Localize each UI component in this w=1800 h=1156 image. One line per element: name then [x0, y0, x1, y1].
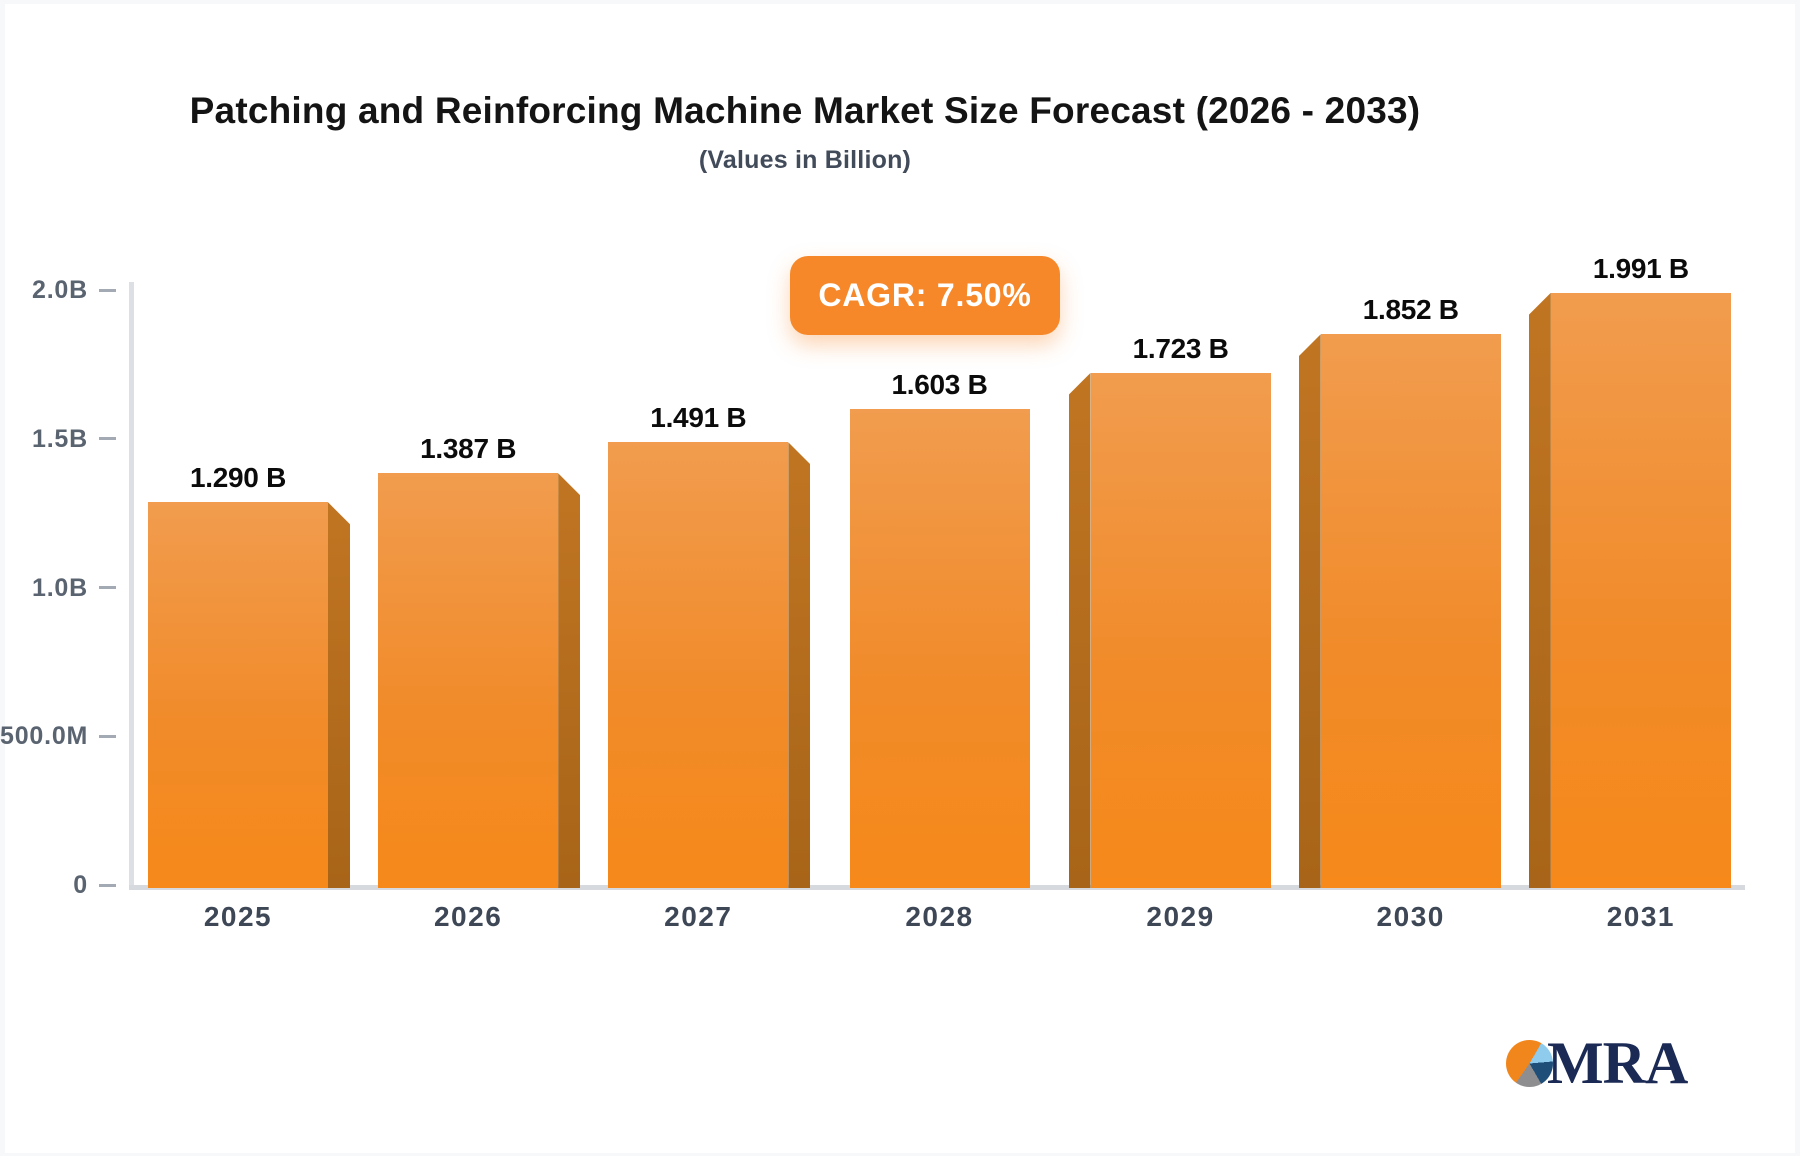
bar-side — [1298, 334, 1321, 888]
bar-value-label: 1.387 B — [420, 433, 517, 465]
bar-side — [558, 473, 581, 888]
chart-header: Patching and Reinforcing Machine Market … — [0, 90, 1610, 175]
bar-value-label: 1.723 B — [1132, 332, 1229, 364]
bar-2028 — [849, 408, 1030, 888]
bar-value-label: 1.491 B — [650, 402, 747, 434]
y-tick-label: 0 — [73, 871, 88, 899]
x-category-label: 2031 — [1606, 901, 1675, 932]
y-tick-label: 2.0B — [31, 276, 88, 304]
bar-value-label: 1.603 B — [891, 368, 988, 400]
y-tick-label: 1.5B — [31, 424, 88, 453]
y-tick-mark — [99, 437, 116, 441]
pie-chart-logo-icon — [1506, 1040, 1553, 1087]
page-title: Patching and Reinforcing Machine Market … — [189, 90, 1421, 131]
x-category-label: 2027 — [664, 901, 733, 932]
chart-subtitle: (Values in Billion) — [698, 146, 912, 174]
bar-side — [328, 502, 350, 888]
bar-2031 — [1550, 292, 1731, 888]
bar-value-label: 1.991 B — [1592, 252, 1689, 284]
y-tick-mark — [99, 734, 116, 738]
y-axis-line — [129, 282, 134, 890]
y-tick-label: 500.0M — [0, 722, 89, 751]
x-category-label: 2030 — [1376, 901, 1445, 932]
bar-side — [1528, 292, 1551, 888]
bar-2029 — [1090, 372, 1271, 888]
bar-value-label: 1.852 B — [1362, 294, 1459, 326]
x-category-label: 2026 — [433, 901, 503, 932]
bar-2025 — [148, 502, 328, 888]
bar-side — [788, 442, 811, 888]
mra-logo: MRA — [1506, 1030, 1688, 1096]
y-tick-mark — [99, 288, 116, 292]
y-tick-mark — [99, 586, 116, 589]
x-category-label: 2029 — [1146, 901, 1215, 932]
bar-side — [1068, 372, 1091, 888]
y-tick-label: 1.0B — [31, 573, 88, 602]
logo-text: MRA — [1547, 1030, 1688, 1096]
x-category-label: 2028 — [905, 901, 974, 932]
bar-2030 — [1320, 334, 1501, 888]
cagr-badge: CAGR: 7.50% — [790, 256, 1060, 335]
y-tick-mark — [99, 883, 116, 887]
bar-2027 — [608, 442, 789, 888]
bar-2026 — [378, 473, 559, 888]
bar-value-label: 1.290 B — [190, 462, 286, 494]
x-category-label: 2025 — [203, 901, 273, 932]
